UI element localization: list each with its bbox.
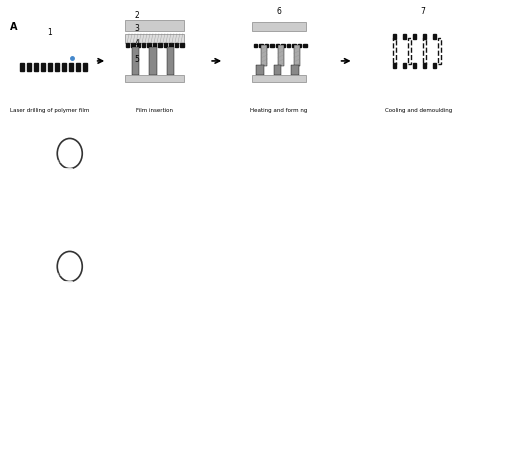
Text: F: F xyxy=(395,131,400,140)
Bar xyxy=(41,63,45,72)
Bar xyxy=(292,65,299,74)
Bar xyxy=(281,44,285,47)
Bar xyxy=(408,38,411,64)
Text: I: I xyxy=(188,244,191,253)
Bar xyxy=(175,43,178,47)
Text: G: G xyxy=(9,244,15,253)
Text: 200 μm: 200 μm xyxy=(100,212,119,217)
Text: 100 μm: 100 μm xyxy=(10,212,29,217)
Bar xyxy=(257,65,264,74)
Bar xyxy=(124,20,184,30)
Bar xyxy=(153,43,156,47)
Text: Film insertion: Film insertion xyxy=(136,108,173,113)
Text: H: H xyxy=(98,244,105,253)
Bar xyxy=(414,34,416,39)
Bar xyxy=(164,43,167,47)
Bar xyxy=(270,44,274,47)
Text: 100 μm: 100 μm xyxy=(400,212,419,217)
Text: 200 μm: 200 μm xyxy=(100,325,119,330)
Bar xyxy=(131,43,135,47)
Bar xyxy=(124,74,184,82)
Text: 7: 7 xyxy=(421,7,426,16)
Bar xyxy=(393,63,396,68)
Text: 3: 3 xyxy=(135,24,139,33)
Bar xyxy=(393,38,396,64)
Bar xyxy=(298,44,301,47)
Bar xyxy=(414,63,416,68)
Bar xyxy=(433,34,436,39)
Bar xyxy=(180,43,184,47)
Text: A: A xyxy=(10,22,18,32)
Bar xyxy=(433,63,436,68)
Text: 1: 1 xyxy=(48,28,52,37)
Bar xyxy=(137,43,140,47)
Bar xyxy=(278,45,284,66)
Bar xyxy=(69,63,73,72)
Text: Laser drilling of polymer film: Laser drilling of polymer film xyxy=(10,108,89,113)
Bar xyxy=(403,34,406,39)
Text: B: B xyxy=(9,131,15,140)
Bar xyxy=(167,47,174,74)
Bar xyxy=(147,43,151,47)
Text: N: N xyxy=(292,357,299,366)
Bar xyxy=(423,63,426,68)
Text: 6: 6 xyxy=(276,7,281,16)
Bar xyxy=(423,38,426,64)
Text: 50 μm: 50 μm xyxy=(401,325,417,330)
Bar xyxy=(265,44,268,47)
Bar xyxy=(142,43,145,47)
Bar xyxy=(27,63,31,72)
Text: Cooling and demoulding: Cooling and demoulding xyxy=(385,108,452,113)
Text: L: L xyxy=(11,357,16,366)
Text: J: J xyxy=(279,244,282,253)
Bar xyxy=(55,63,59,72)
Text: 100 μm: 100 μm xyxy=(10,325,29,330)
Bar xyxy=(124,34,184,43)
Bar xyxy=(262,45,267,66)
Bar xyxy=(48,63,52,72)
Text: 5: 5 xyxy=(135,55,139,64)
Bar xyxy=(34,63,39,72)
Text: 2: 2 xyxy=(135,11,139,20)
Bar xyxy=(303,44,307,47)
Bar xyxy=(260,44,263,47)
Text: 200 μm: 200 μm xyxy=(405,438,425,443)
Bar xyxy=(132,47,140,74)
Bar xyxy=(403,63,406,68)
Bar xyxy=(423,34,426,39)
Text: O: O xyxy=(401,357,408,366)
Text: 100 μm: 100 μm xyxy=(284,212,303,217)
Bar xyxy=(292,44,296,47)
Bar xyxy=(125,43,129,47)
Bar xyxy=(62,63,67,72)
Bar xyxy=(438,38,440,64)
Bar xyxy=(393,34,396,39)
Text: K: K xyxy=(395,244,401,253)
Text: M: M xyxy=(152,357,160,366)
Bar xyxy=(276,44,279,47)
Bar xyxy=(169,43,173,47)
Bar xyxy=(20,63,24,72)
Text: C: C xyxy=(98,131,105,140)
Bar xyxy=(294,45,300,66)
Bar xyxy=(254,44,258,47)
Text: 400μm: 400μm xyxy=(297,438,314,443)
Text: E: E xyxy=(279,131,284,140)
Text: Heating and form ng: Heating and form ng xyxy=(250,108,307,113)
Bar xyxy=(149,47,157,74)
Bar xyxy=(158,43,162,47)
Bar xyxy=(251,74,306,82)
Text: 4: 4 xyxy=(135,39,139,49)
Text: D: D xyxy=(188,131,195,140)
Bar xyxy=(274,65,281,74)
Bar xyxy=(76,63,80,72)
Text: 50 μm: 50 μm xyxy=(285,325,301,330)
Bar xyxy=(83,63,87,72)
Bar xyxy=(251,22,306,30)
Bar xyxy=(287,44,291,47)
